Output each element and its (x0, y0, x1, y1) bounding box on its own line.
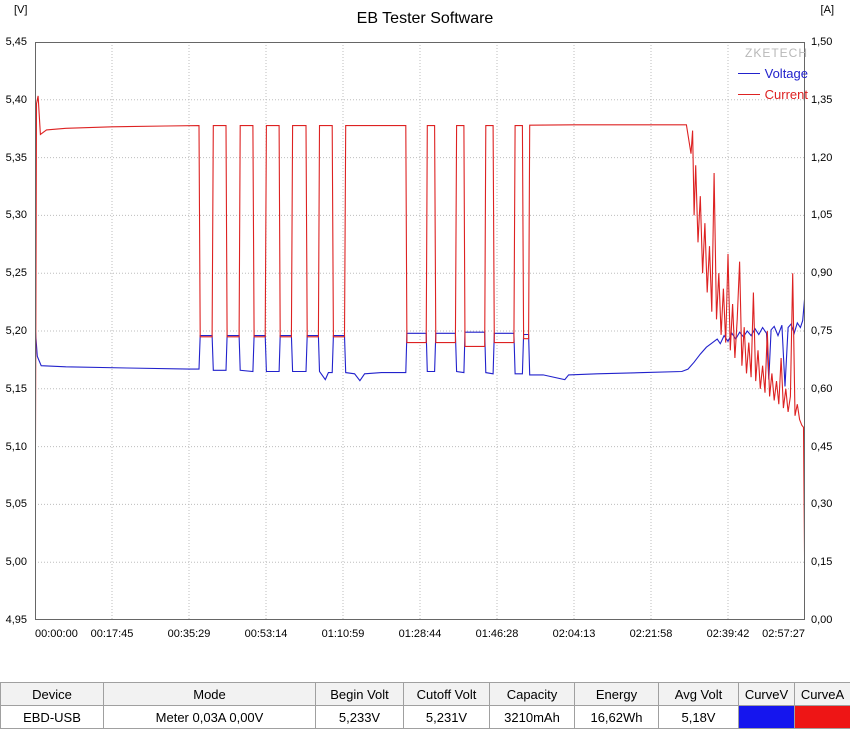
legend-label-voltage: Voltage (764, 66, 808, 81)
left-axis-unit: [V] (14, 4, 28, 16)
chart-area: EB Tester Software [V] [A] 5,45 5,40 5,35 5… (0, 4, 850, 642)
right-axis-tick: 0,75 (811, 325, 833, 337)
header-avg-volt: Avg Volt (658, 682, 739, 706)
cell-capacity: 3210mAh (489, 705, 575, 729)
current-line-icon (737, 94, 760, 95)
x-axis-tick: 00:00:00 (35, 628, 78, 640)
right-axis-unit: [A] (820, 4, 834, 16)
legend-item-current: Current (737, 87, 808, 102)
x-axis-tick: 02:21:58 (629, 628, 673, 640)
right-axis: 1,50 1,35 1,20 1,05 0,90 0,75 0,60 0,45 0,30 0,15… (808, 36, 850, 626)
right-axis-tick: 1,20 (811, 151, 833, 164)
cell-energy: 16,62Wh (574, 705, 659, 729)
left-axis-tick: 5,30 (5, 209, 27, 222)
header-cutoff-volt: Cutoff Volt (403, 682, 490, 706)
x-axis: 00:00:00 00:17:45 00:35:29 00:53:14 01:10:59… (35, 628, 805, 642)
left-axis-tick: 5,05 (5, 498, 27, 511)
header-mode: Mode (103, 682, 316, 706)
header-energy: Energy (574, 682, 659, 706)
cell-avg-volt: 5,18V (658, 705, 739, 729)
right-axis-tick: 0,00 (811, 614, 833, 626)
table-row[interactable]: EBD-USB Meter 0,03A 0,00V 5,233V 5,231V … (0, 705, 850, 729)
right-axis-tick: 1,35 (811, 93, 833, 106)
cell-begin-volt: 5,233V (315, 705, 404, 729)
legend-item-voltage: Voltage (737, 66, 808, 81)
x-axis-tick: 00:17:45 (90, 628, 134, 640)
right-axis-tick: 0,90 (811, 267, 833, 280)
header-curve-a: CurveA (794, 682, 850, 706)
header-capacity: Capacity (489, 682, 575, 706)
results-table: Device Mode Begin Volt Cutoff Volt Capac… (0, 682, 850, 729)
left-axis-tick: 5,40 (5, 93, 27, 106)
right-axis-tick: 0,30 (811, 498, 833, 511)
left-axis: 5,45 5,40 5,35 5,30 5,25 5,20 5,15 5,10 5,05 5,00… (0, 36, 30, 626)
header-begin-volt: Begin Volt (315, 682, 404, 706)
watermark-zketech: ZKETECH (744, 46, 808, 60)
left-axis-tick: 5,45 (5, 36, 27, 48)
left-axis-tick: 5,15 (5, 382, 27, 395)
right-axis-tick: 0,60 (811, 382, 833, 395)
header-curve-v: CurveV (738, 682, 795, 706)
left-axis-tick: 5,00 (5, 556, 27, 569)
curve-a-swatch[interactable] (794, 705, 850, 729)
chart-title: EB Tester Software (356, 10, 494, 27)
curve-v-swatch[interactable] (738, 705, 795, 729)
cell-mode: Meter 0,03A 0,00V (103, 705, 316, 729)
x-axis-tick: 01:46:28 (475, 628, 519, 640)
voltage-line-icon (737, 73, 760, 74)
x-axis-tick: 01:10:59 (321, 628, 365, 640)
right-axis-tick: 1,05 (811, 209, 833, 222)
right-axis-tick: 1,50 (811, 36, 833, 48)
right-axis-tick: 0,15 (811, 556, 833, 569)
x-axis-tick: 02:39:42 (706, 628, 750, 640)
left-axis-tick: 4,95 (5, 614, 27, 626)
table-header-row: Device Mode Begin Volt Cutoff Volt Capac… (0, 682, 850, 706)
chart-plot (35, 42, 805, 620)
chart-legend: ZKETECH Voltage Current (737, 46, 808, 102)
cell-cutoff-volt: 5,231V (403, 705, 490, 729)
x-axis-tick: 02:04:13 (552, 628, 596, 640)
cell-device: EBD-USB (0, 705, 104, 729)
left-axis-tick: 5,20 (5, 325, 27, 337)
left-axis-tick: 5,35 (5, 151, 27, 164)
left-axis-tick: 5,10 (5, 440, 27, 453)
x-axis-tick: 00:53:14 (244, 628, 288, 640)
left-axis-tick: 5,25 (5, 267, 27, 280)
header-device: Device (0, 682, 104, 706)
x-axis-tick: 01:28:44 (398, 628, 442, 640)
right-axis-tick: 0,45 (811, 440, 833, 453)
x-axis-tick: 02:57:27 (762, 628, 805, 640)
x-axis-tick: 00:35:29 (167, 628, 211, 640)
legend-label-current: Current (764, 87, 808, 102)
